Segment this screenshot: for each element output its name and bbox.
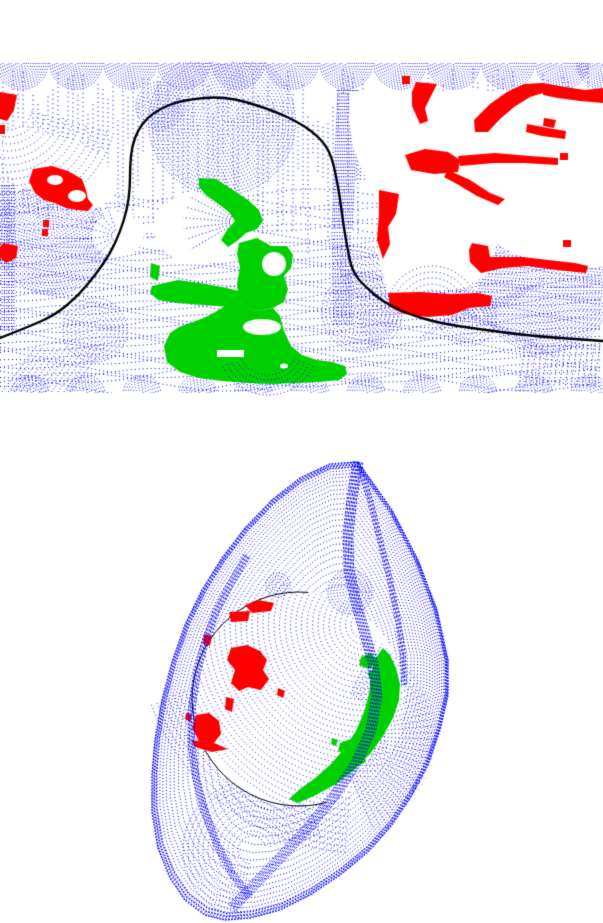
synoptic-map-canvas (0, 0, 603, 400)
panel-synoptic-map (0, 0, 603, 400)
panel-sphere-3d (0, 400, 603, 923)
sphere-3d-canvas (0, 400, 603, 923)
